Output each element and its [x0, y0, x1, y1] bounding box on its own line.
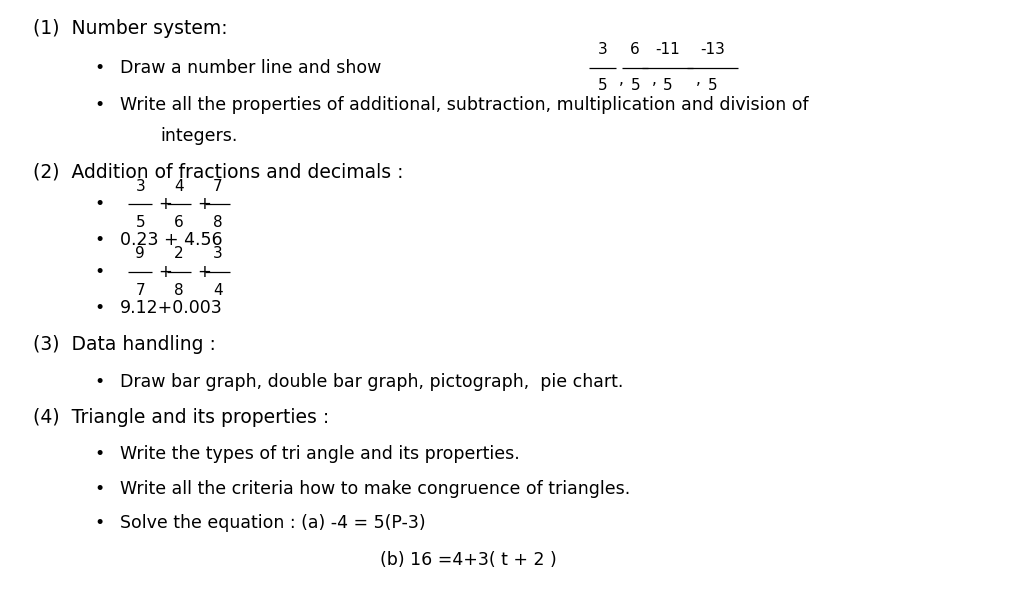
Text: integers.: integers.: [161, 128, 238, 145]
Text: •: •: [94, 480, 104, 498]
Text: •: •: [94, 514, 104, 532]
Text: +: +: [198, 196, 211, 213]
Text: ,: ,: [696, 72, 701, 88]
Text: •: •: [94, 230, 104, 249]
Text: 8: 8: [174, 283, 183, 297]
Text: +: +: [198, 263, 211, 281]
Text: +: +: [159, 196, 172, 213]
Text: 9.12+0.003: 9.12+0.003: [120, 299, 222, 318]
Text: Solve the equation : (a) -4 = 5(P-3): Solve the equation : (a) -4 = 5(P-3): [120, 514, 426, 532]
Text: 5: 5: [598, 78, 607, 94]
Text: 7: 7: [213, 179, 222, 194]
Text: 3: 3: [598, 42, 607, 57]
Text: Write all the criteria how to make congruence of triangles.: Write all the criteria how to make congr…: [120, 480, 630, 498]
Text: •: •: [94, 96, 104, 114]
Text: Draw a number line and show: Draw a number line and show: [120, 59, 381, 77]
Text: (1)  Number system:: (1) Number system:: [34, 20, 228, 39]
Text: ,: ,: [618, 72, 624, 88]
Text: •: •: [94, 59, 104, 77]
Text: •: •: [94, 196, 104, 213]
Text: -13: -13: [700, 42, 725, 57]
Text: •: •: [94, 263, 104, 281]
Text: Write the types of tri angle and its properties.: Write the types of tri angle and its pro…: [120, 444, 519, 462]
Text: Draw bar graph, double bar graph, pictograph,  pie chart.: Draw bar graph, double bar graph, pictog…: [120, 373, 624, 392]
Text: (2)  Addition of fractions and decimals :: (2) Addition of fractions and decimals :: [34, 162, 403, 181]
Text: 5: 5: [631, 78, 640, 94]
Text: 3: 3: [213, 246, 222, 261]
Text: Write all the properties of additional, subtraction, multiplication and division: Write all the properties of additional, …: [120, 96, 809, 114]
Text: (4)  Triangle and its properties :: (4) Triangle and its properties :: [34, 408, 330, 427]
Text: 5: 5: [708, 78, 718, 94]
Text: 5: 5: [663, 78, 673, 94]
Text: (3)  Data handling :: (3) Data handling :: [34, 335, 216, 354]
Text: ,: ,: [651, 72, 656, 88]
Text: (b) 16 =4+3( t + 2 ): (b) 16 =4+3( t + 2 ): [380, 552, 556, 569]
Text: 7: 7: [135, 283, 145, 297]
Text: +: +: [159, 263, 172, 281]
Text: 9: 9: [135, 246, 145, 261]
Text: 0.23 + 4.56: 0.23 + 4.56: [120, 230, 222, 249]
Text: •: •: [94, 444, 104, 462]
Text: 6: 6: [174, 215, 184, 230]
Text: 8: 8: [213, 215, 222, 230]
Text: 4: 4: [174, 179, 183, 194]
Text: 4: 4: [213, 283, 222, 297]
Text: •: •: [94, 299, 104, 318]
Text: 6: 6: [631, 42, 640, 57]
Text: 3: 3: [135, 179, 145, 194]
Text: -11: -11: [655, 42, 680, 57]
Text: 2: 2: [174, 246, 183, 261]
Text: •: •: [94, 373, 104, 392]
Text: 5: 5: [135, 215, 145, 230]
